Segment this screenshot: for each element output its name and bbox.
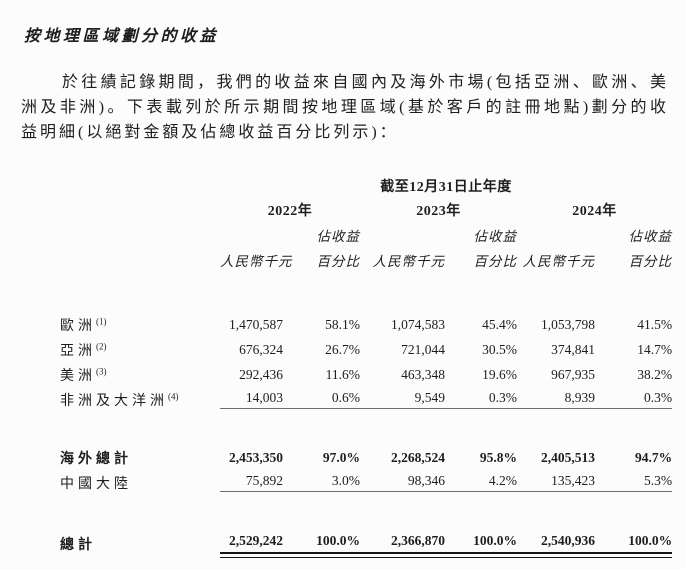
revenue-by-region-table: 截至12月31日止年度 2022年 2023年 2024年 佔收益 佔收益 佔收… (60, 175, 673, 558)
region-label: 非洲及大洋洲 (60, 393, 168, 409)
amount-2022: 2,529,242 (220, 533, 283, 558)
percent-2023: 95.8% (479, 449, 517, 465)
year-header-2022: 2022年 (267, 203, 313, 219)
footnote-ref: (2) (96, 340, 107, 351)
percent-2024: 0.3% (595, 390, 673, 409)
amount-2022: 292,436 (239, 366, 283, 382)
amount-2023: 1,074,583 (391, 316, 445, 332)
footnote-ref: (3) (96, 365, 107, 376)
percent-2022: 58.1% (325, 316, 360, 332)
percent-header: 百分比 (628, 253, 673, 269)
table-row-africa-oceania: 非洲及大洋洲(4) 14,003 0.6% 9,549 0.3% 8,939 0… (60, 387, 673, 412)
percent-2022: 97.0% (322, 449, 360, 465)
amount-2023: 2,268,524 (391, 449, 445, 465)
percent-2022: 11.6% (325, 366, 360, 382)
rmb-thousand-header: 人民幣千元 (372, 253, 445, 269)
percent-2022: 3.0% (283, 473, 360, 492)
amount-2022: 676,324 (239, 341, 283, 357)
percent-2024: 41.5% (637, 316, 673, 332)
percent-2024: 14.7% (637, 341, 673, 357)
amount-2024: 8,939 (517, 390, 595, 409)
amount-2024: 374,841 (551, 341, 595, 357)
rmb-thousand-header: 人民幣千元 (522, 253, 595, 269)
region-label: 亞洲 (60, 343, 96, 359)
table-row-asia: 亞洲(2) 676,324 26.7% 721,044 30.5% 374,84… (60, 337, 672, 362)
share-header-row: 佔收益 佔收益 佔收益 (60, 222, 672, 247)
period-header-row: 截至12月31日止年度 (60, 175, 672, 197)
percent-2023: 100.0% (445, 533, 517, 558)
percent-2024: 5.3% (595, 473, 673, 492)
amount-2024: 2,540,936 (517, 533, 595, 558)
amount-2023: 2,366,870 (360, 533, 445, 558)
table-row-overseas-total: 海外總計 2,453,350 97.0% 2,268,524 95.8% 2,4… (60, 445, 672, 470)
percent-2023: 0.3% (445, 390, 517, 409)
unit-header-row: 人民幣千元 百分比 人民幣千元 百分比 人民幣千元 百分比 (60, 247, 672, 272)
region-label: 歐洲 (60, 318, 96, 334)
table-row-americas: 美洲(3) 292,436 11.6% 463,348 19.6% 967,93… (60, 362, 672, 387)
percent-2022: 100.0% (283, 533, 360, 558)
amount-2024: 1,053,798 (541, 316, 595, 332)
footnote-ref: (1) (96, 315, 107, 326)
amount-2024: 967,935 (551, 366, 595, 382)
percent-2023: 19.6% (482, 366, 517, 382)
row-label: 總計 (60, 537, 96, 553)
percent-2024: 38.2% (637, 366, 673, 382)
rmb-thousand-header: 人民幣千元 (220, 253, 293, 269)
row-label: 海外總計 (60, 451, 132, 467)
table-row-europe: 歐洲(1) 1,470,587 58.1% 1,074,583 45.4% 1,… (60, 312, 672, 337)
share-of-revenue-header: 佔收益 (316, 228, 360, 244)
percent-header: 百分比 (316, 253, 360, 269)
share-of-revenue-header: 佔收益 (473, 228, 517, 244)
page-title: 按地理區域劃分的收益 (24, 28, 220, 45)
row-label: 中國大陸 (60, 476, 132, 492)
percent-2022: 26.7% (325, 341, 360, 357)
percent-2023: 30.5% (482, 341, 517, 357)
percent-2024: 94.7% (634, 449, 673, 465)
year-header-2023: 2023年 (416, 203, 461, 219)
amount-2022: 2,453,350 (229, 449, 283, 465)
percent-2023: 4.2% (445, 473, 517, 492)
amount-2023: 9,549 (360, 390, 445, 409)
table-row-total: 總計 2,529,242 100.0% 2,366,870 100.0% 2,5… (60, 531, 673, 558)
intro-paragraph: 於往績記錄期間，我們的收益來自國內及海外市場(包括亞洲、歐洲、美洲及非洲)。下表… (21, 74, 669, 141)
percent-2023: 45.4% (482, 316, 517, 332)
footnote-ref: (4) (168, 390, 179, 401)
amount-2022: 1,470,587 (229, 316, 283, 332)
amount-2023: 721,044 (401, 341, 445, 357)
percent-2024: 100.0% (595, 533, 673, 558)
amount-2023: 98,346 (360, 473, 445, 492)
amount-2024: 2,405,513 (541, 449, 595, 465)
table-row-mainland-china: 中國大陸 75,892 3.0% 98,346 4.2% 135,423 5.3… (60, 470, 673, 495)
share-of-revenue-header: 佔收益 (628, 228, 673, 244)
amount-2023: 463,348 (401, 366, 445, 382)
percent-2022: 0.6% (283, 390, 360, 409)
year-header-2024: 2024年 (572, 203, 617, 219)
amount-2024: 135,423 (517, 473, 595, 492)
period-header: 截至12月31日止年度 (380, 180, 512, 195)
percent-header: 百分比 (473, 253, 517, 269)
year-header-row: 2022年 2023年 2024年 (60, 197, 672, 222)
region-label: 美洲 (60, 368, 96, 384)
amount-2022: 14,003 (220, 390, 283, 409)
amount-2022: 75,892 (220, 473, 283, 492)
